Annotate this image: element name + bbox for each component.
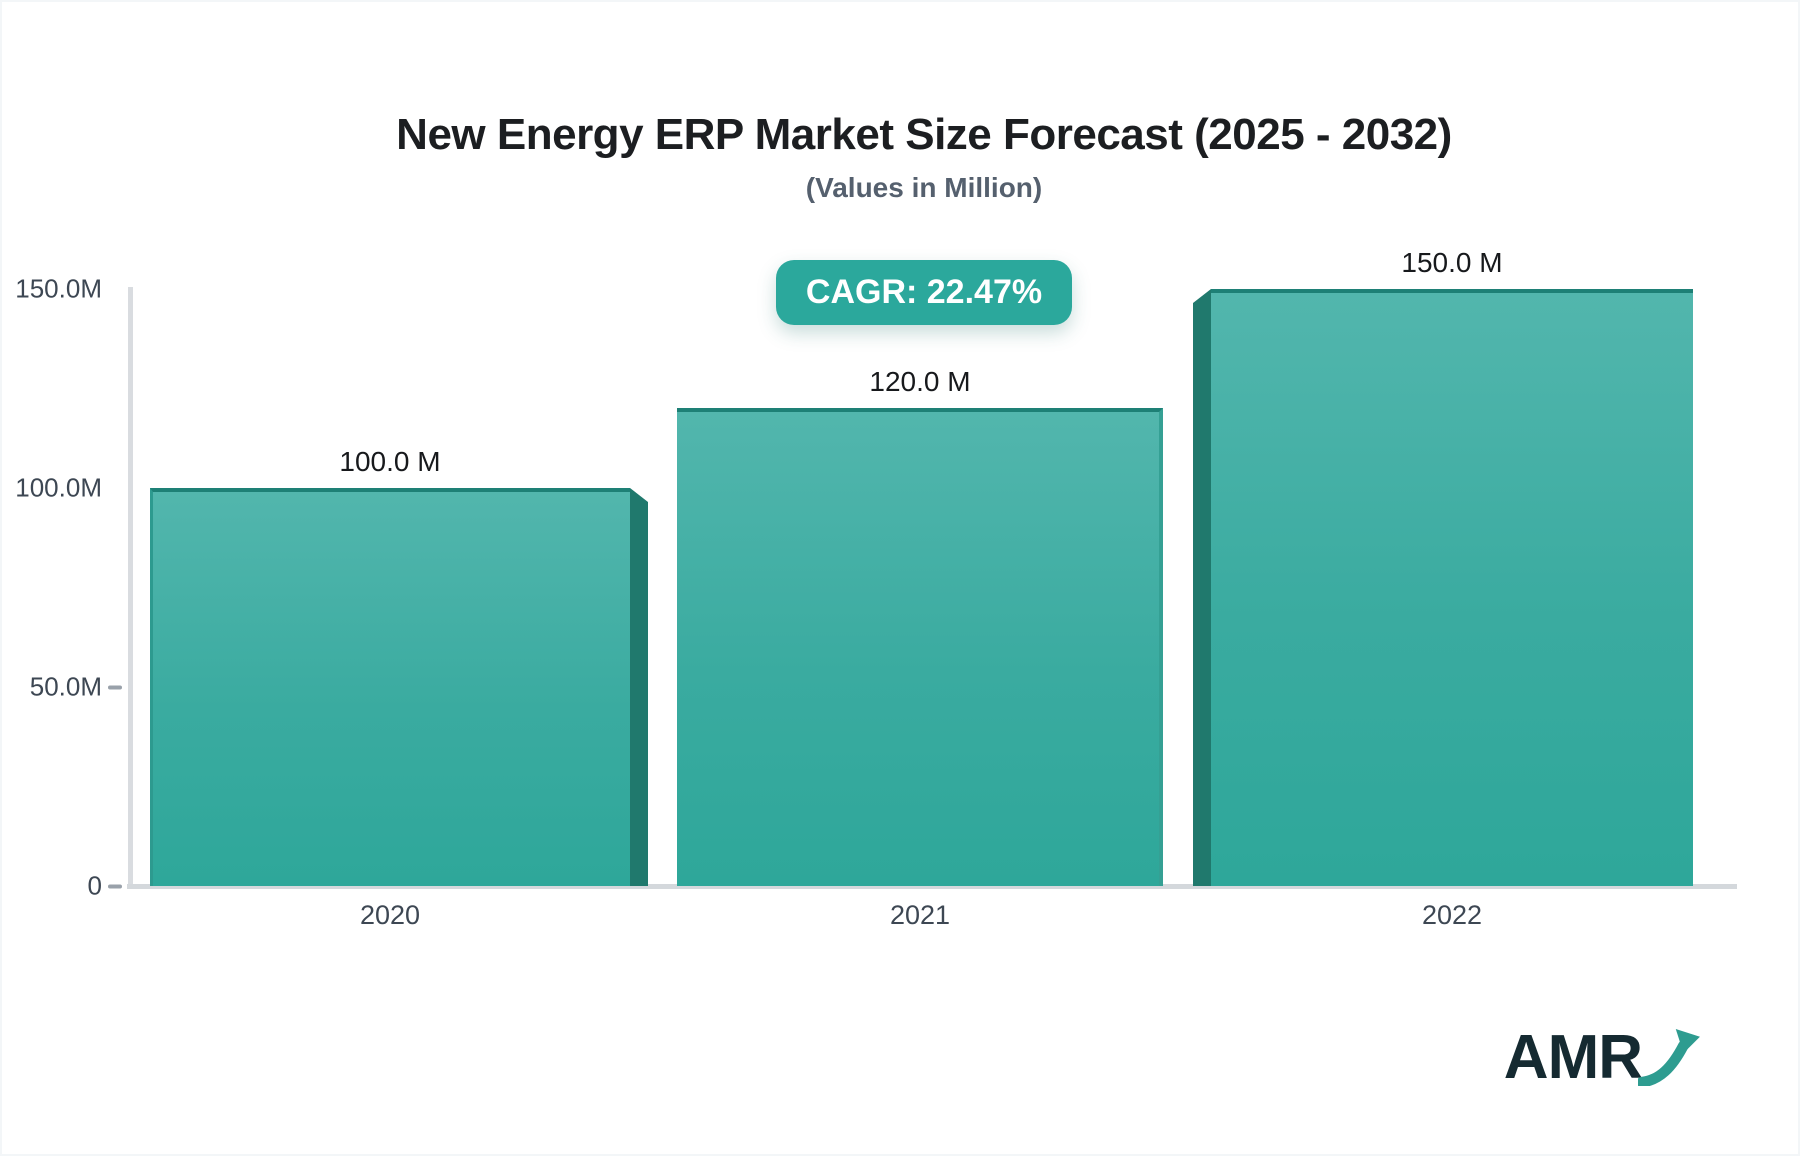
bar-rect-2021 [677, 408, 1163, 886]
y-tick-50: 50.0M [0, 672, 122, 703]
x-tick-label: 2020 [359, 900, 421, 930]
y-axis-line [128, 287, 133, 888]
bar-2020: 100.0 M 2020 [150, 446, 648, 930]
bar-3d-side [1193, 289, 1211, 886]
y-tick-dash [108, 685, 122, 689]
bar-value-label: 120.0 M [869, 366, 971, 397]
amr-logo-text: AMR [1503, 1023, 1643, 1092]
chart-subtitle: (Values in Million) [805, 172, 1043, 203]
bar-value-label: 150.0 M [1401, 247, 1503, 278]
bar-rect-2020 [150, 488, 630, 886]
y-tick-label: 0 [87, 870, 102, 901]
x-tick-label: 2022 [1421, 900, 1483, 930]
x-axis-line [127, 884, 1737, 889]
y-tick-150: 150.0M [0, 274, 122, 305]
bar-rect-2022 [1211, 289, 1693, 886]
growth-arrow-icon [1638, 1028, 1700, 1086]
y-tick-label: 50.0M [29, 671, 102, 702]
bar-3d-side [630, 488, 648, 886]
amr-logo: AMR [1503, 1023, 1700, 1092]
y-tick-100: 100.0M [0, 473, 122, 504]
y-tick-label: 150.0M [15, 273, 102, 304]
bar-value-label: 100.0 M [339, 446, 441, 477]
bar-2022: 150.0 M 2022 [1193, 247, 1693, 930]
y-tick-dash [108, 884, 122, 888]
x-tick-label: 2021 [889, 900, 951, 930]
y-tick-0: 0 [0, 871, 122, 902]
y-tick-label: 100.0M [15, 472, 102, 503]
cagr-badge-wrap: CAGR: 22.47% [48, 260, 1800, 325]
cagr-badge: CAGR: 22.47% [775, 260, 1073, 325]
bar-2021: 120.0 M 2021 [677, 366, 1163, 930]
chart-title: New Energy ERP Market Size Forecast (202… [396, 110, 1452, 159]
